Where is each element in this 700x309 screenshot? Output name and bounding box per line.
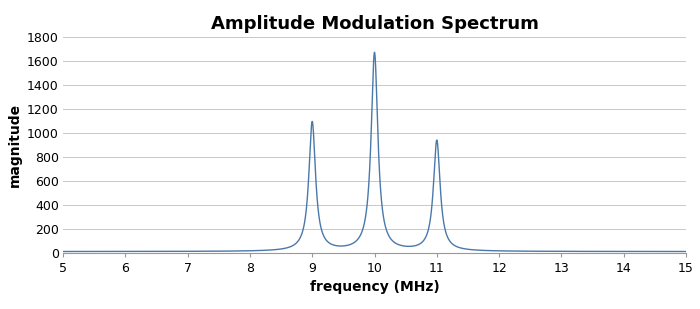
Title: Amplitude Modulation Spectrum: Amplitude Modulation Spectrum: [211, 15, 538, 33]
X-axis label: frequency (MHz): frequency (MHz): [309, 280, 440, 294]
Y-axis label: magnitude: magnitude: [8, 103, 22, 187]
